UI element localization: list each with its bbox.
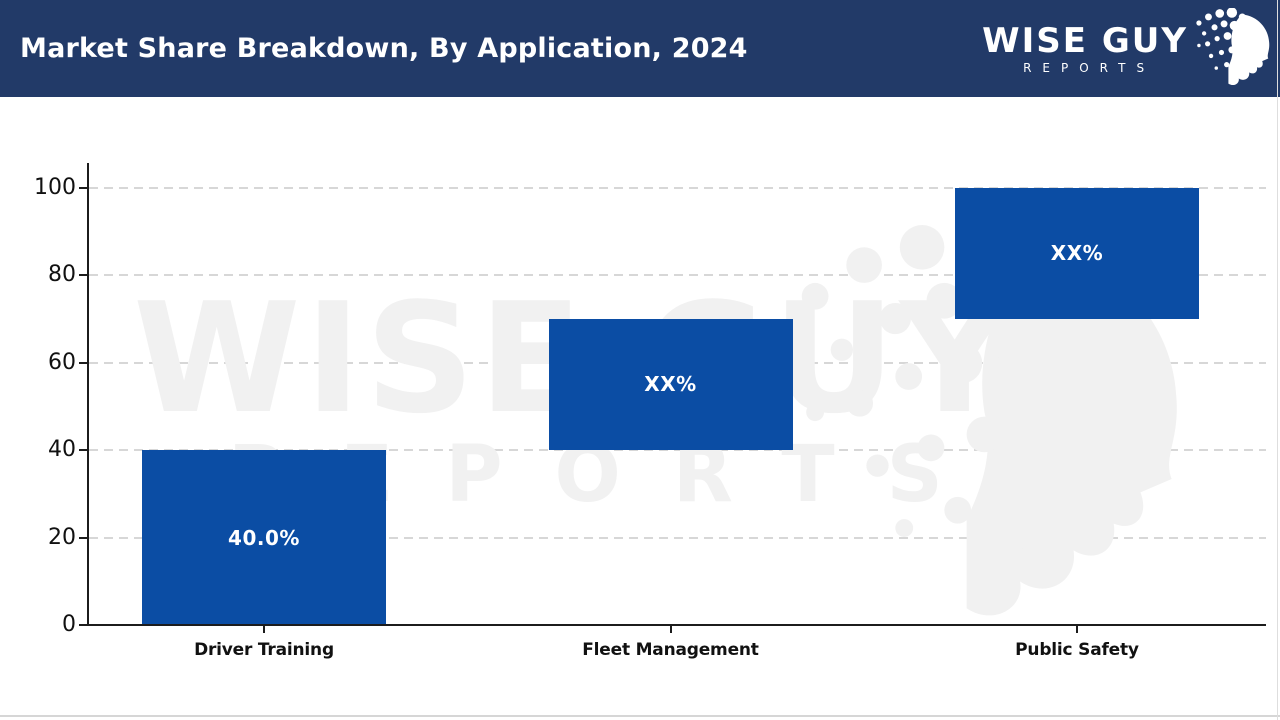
header-bar: Market Share Breakdown, By Application, … xyxy=(0,0,1280,97)
y-tick-label: 100 xyxy=(34,174,76,200)
bar-value-label: 40.0% xyxy=(228,525,300,550)
x-tick-mark xyxy=(263,626,265,633)
y-tick-mark xyxy=(79,361,87,364)
x-category-label: Public Safety xyxy=(1015,640,1139,660)
right-edge-line xyxy=(1277,0,1278,720)
y-tick-mark xyxy=(79,186,87,189)
bottom-edge-line xyxy=(0,715,1280,717)
y-tick-mark xyxy=(79,536,87,539)
y-gridline xyxy=(89,536,1266,539)
logo-subtitle: REPORTS xyxy=(1023,60,1156,75)
y-axis xyxy=(87,163,89,626)
bar-value-label: XX% xyxy=(1050,241,1104,266)
bar-driver-training: 40.0% xyxy=(142,450,386,625)
y-tick-mark xyxy=(79,449,87,451)
y-gridline xyxy=(89,449,1266,451)
y-tick-label: 20 xyxy=(48,524,76,550)
wise-guy-reports-logo: WISE GUY REPORTS xyxy=(982,7,1270,90)
logo-face-icon xyxy=(1196,7,1270,85)
x-axis xyxy=(87,624,1266,626)
y-tick-label: 60 xyxy=(48,349,76,375)
y-tick-label: 40 xyxy=(48,437,76,462)
y-tick-mark xyxy=(79,624,87,626)
y-tick-mark xyxy=(79,274,87,276)
x-tick-mark xyxy=(1076,626,1078,633)
bar-fleet-management: XX% xyxy=(548,318,793,450)
logo-text: WISE GUY REPORTS xyxy=(982,23,1188,75)
y-gridline xyxy=(89,186,1266,189)
x-category-label: Driver Training xyxy=(194,640,334,660)
page-title: Market Share Breakdown, By Application, … xyxy=(20,33,748,64)
x-tick-mark xyxy=(669,626,672,633)
y-tick-label: 0 xyxy=(62,612,76,637)
logo-wordmark: WISE GUY xyxy=(982,20,1188,61)
bar-public-safety: XX% xyxy=(955,187,1199,319)
y-gridline xyxy=(89,274,1266,276)
bar-value-label: XX% xyxy=(644,372,697,397)
y-tick-label: 80 xyxy=(48,262,76,287)
x-category-label: Fleet Management xyxy=(582,640,759,660)
